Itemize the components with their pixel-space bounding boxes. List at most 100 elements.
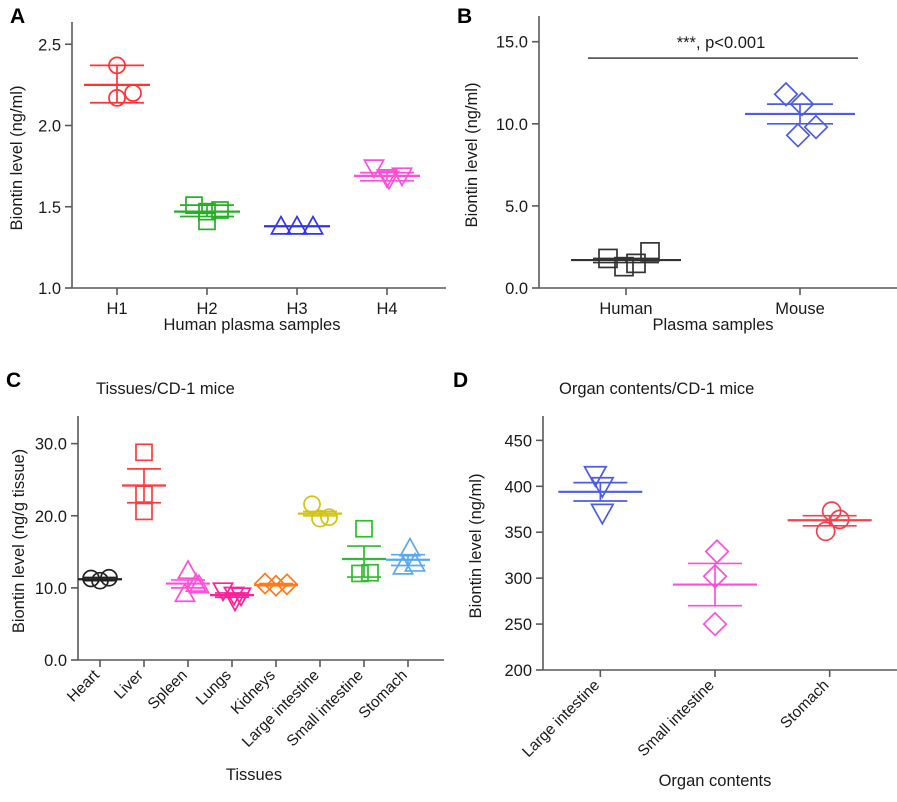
y-tick-label: 250 — [504, 616, 532, 634]
x-tick-label: H2 — [196, 300, 217, 318]
x-axis-title: Human plasma samples — [164, 316, 341, 334]
y-tick-label: 350 — [504, 524, 532, 542]
data-point — [100, 568, 118, 587]
data-point — [640, 242, 660, 262]
data-point — [135, 485, 153, 503]
data-point — [829, 509, 850, 530]
y-tick-label: 30.0 — [35, 436, 67, 454]
data-point — [626, 253, 646, 274]
data-point — [361, 563, 379, 582]
series-large-intestine — [298, 495, 342, 528]
panel-a: A 1.0 1.5 2.0 2.5 H1 H2 H3 H4 Human plasma sampl… — [0, 0, 450, 350]
series-kidneys — [253, 572, 299, 597]
y-tick-label: 5.0 — [505, 198, 528, 216]
data-point — [176, 559, 200, 580]
y-axis-title: Biontin level (ng/ml) — [463, 83, 481, 228]
y-tick-label: 2.0 — [38, 118, 61, 136]
data-point — [187, 573, 211, 594]
y-tick-label: 1.0 — [38, 280, 61, 298]
data-point — [82, 569, 100, 588]
x-tick-label: H4 — [376, 300, 397, 318]
data-point — [815, 521, 836, 542]
y-tick-label: 1.5 — [38, 199, 61, 217]
data-point — [583, 465, 608, 488]
series-stomach — [787, 501, 872, 542]
data-point — [303, 495, 321, 514]
data-point — [285, 214, 309, 235]
data-point — [198, 212, 216, 231]
data-point — [124, 84, 142, 102]
y-tick-label: 300 — [504, 570, 532, 588]
panel-d-plot: 200 250 300 350 400 450 Large intestine Small i… — [467, 380, 897, 790]
data-point — [269, 214, 293, 235]
data-point — [403, 552, 427, 572]
x-tick-label: Heart — [64, 666, 103, 705]
series-mouse — [745, 81, 855, 148]
x-tick-label: Spleen — [145, 667, 191, 713]
series-stomach — [386, 536, 430, 575]
data-point — [785, 122, 811, 148]
y-tick-label: 200 — [504, 662, 532, 680]
y-axis-title: Biontin level (ng/g tissue) — [10, 449, 28, 633]
y-axis-title: Biontin level (ng/ml) — [8, 86, 26, 231]
data-point — [355, 519, 373, 538]
panel-d: D 200 250 300 350 400 450 Large intestine Small… — [447, 368, 897, 802]
y-tick-label: 10.0 — [35, 580, 67, 598]
data-point — [362, 159, 386, 180]
data-point — [198, 202, 216, 221]
series-small-intestine — [342, 519, 386, 583]
series-h1 — [84, 56, 150, 107]
series-spleen — [166, 559, 211, 603]
panel-b-letter: B — [457, 5, 473, 28]
x-tick-label: Small intestine — [284, 667, 367, 750]
x-tick-label: Human — [599, 300, 652, 318]
data-point — [211, 582, 235, 603]
data-point — [377, 170, 401, 191]
y-tick-label: 450 — [504, 432, 532, 450]
series-lungs — [210, 582, 254, 613]
data-point — [229, 587, 253, 608]
panel-d-letter: D — [453, 369, 469, 392]
data-point — [590, 503, 615, 526]
data-point — [398, 536, 422, 557]
data-point — [375, 169, 399, 189]
data-point — [211, 201, 229, 219]
series-h4 — [354, 159, 420, 191]
x-axis-title: Plasma samples — [652, 316, 773, 334]
panel-title: Tissues/CD-1 mice — [96, 380, 235, 398]
y-tick-label: 0.0 — [505, 280, 528, 298]
series-heart — [78, 568, 122, 590]
data-point — [789, 91, 815, 117]
data-point — [702, 611, 728, 637]
x-tick-label: Lungs — [193, 667, 235, 709]
x-tick-label: Large intestine — [239, 667, 323, 751]
data-point — [135, 502, 153, 521]
plot-area: 200 250 300 350 400 450 Large intestine Small i… — [467, 380, 897, 790]
data-point — [185, 196, 203, 214]
x-axis-title: Organ contents — [659, 772, 772, 790]
data-point — [390, 167, 414, 188]
x-tick-label: Large intestine — [519, 677, 603, 761]
data-point — [91, 571, 109, 590]
y-tick-label: 2.5 — [38, 36, 61, 54]
y-tick-label: 400 — [504, 478, 532, 496]
data-point — [773, 81, 799, 107]
data-point — [614, 256, 634, 277]
plot-area: 1.0 1.5 2.0 2.5 H1 H2 H3 H4 Human plasma samples… — [8, 22, 446, 334]
y-tick-label: 15.0 — [496, 34, 528, 52]
series-large-intestine — [558, 465, 643, 526]
data-point — [311, 509, 329, 528]
significance-label: ***, p<0.001 — [677, 34, 766, 52]
data-point — [590, 476, 615, 499]
x-axis-title: Tissues — [226, 766, 282, 784]
data-point — [704, 539, 730, 564]
y-axis-title: Biontin level (ng/ml) — [467, 474, 485, 619]
x-tick-label: H1 — [106, 300, 127, 318]
x-tick-label: Stomach — [356, 667, 411, 722]
data-point — [702, 563, 728, 589]
